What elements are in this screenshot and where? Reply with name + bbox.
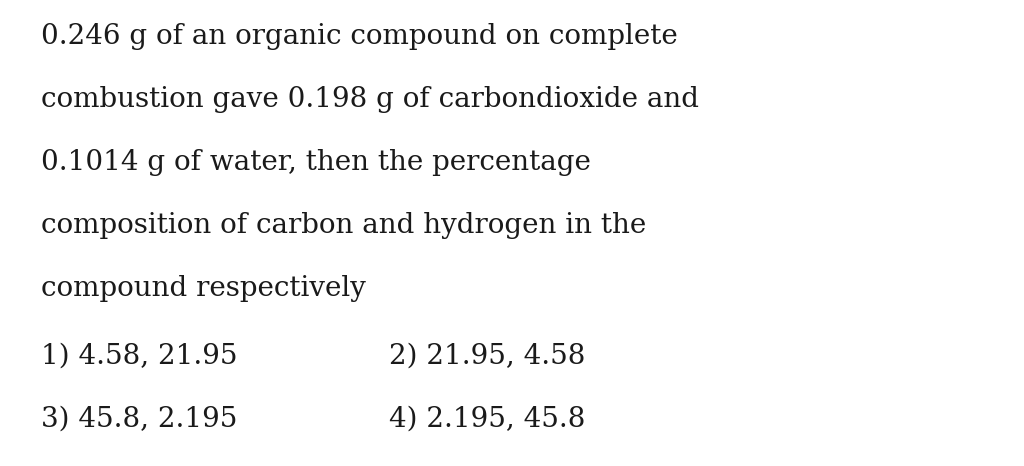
Text: 1) 4.58, 21.95: 1) 4.58, 21.95 — [41, 343, 238, 370]
Text: 0.246 g of an organic compound on complete: 0.246 g of an organic compound on comple… — [41, 23, 678, 50]
Text: 2) 21.95, 4.58: 2) 21.95, 4.58 — [389, 343, 586, 370]
Text: 0.1014 g of water, then the percentage: 0.1014 g of water, then the percentage — [41, 149, 591, 176]
Text: 4) 2.195, 45.8: 4) 2.195, 45.8 — [389, 405, 586, 432]
Text: 3) 45.8, 2.195: 3) 45.8, 2.195 — [41, 405, 238, 432]
Text: combustion gave 0.198 g of carbondioxide and: combustion gave 0.198 g of carbondioxide… — [41, 86, 699, 113]
Text: compound respectively: compound respectively — [41, 275, 366, 302]
Text: composition of carbon and hydrogen in the: composition of carbon and hydrogen in th… — [41, 212, 646, 239]
